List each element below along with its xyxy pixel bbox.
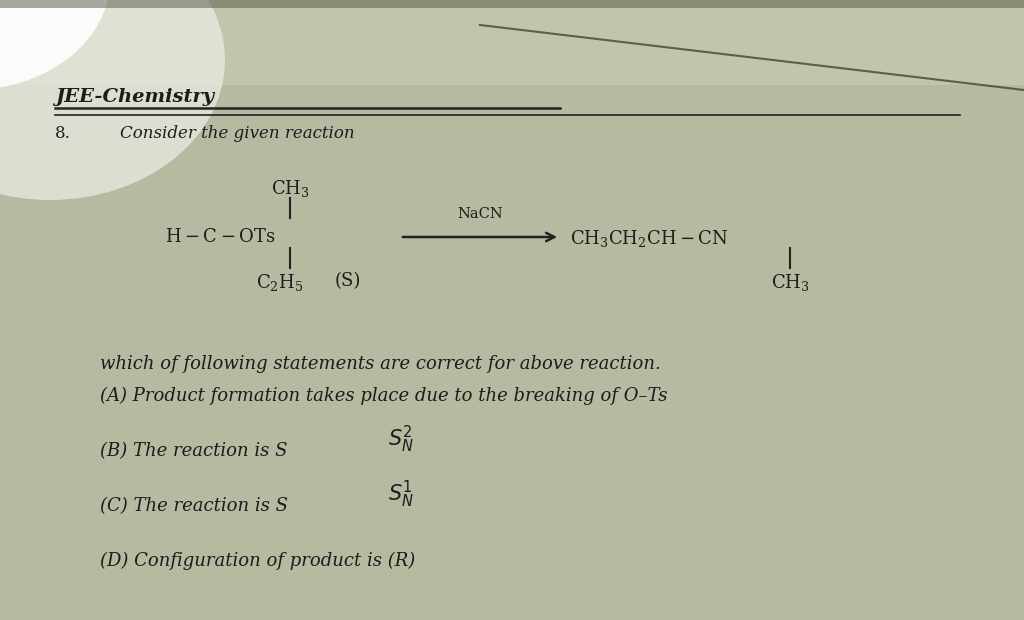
Text: $\mathregular{C_2H_5}$: $\mathregular{C_2H_5}$ xyxy=(256,272,304,293)
Bar xyxy=(0,0,1024,85)
Text: which of following statements are correct for above reaction.: which of following statements are correc… xyxy=(100,355,660,373)
Ellipse shape xyxy=(0,0,110,90)
Text: $\mathregular{CH_3}$: $\mathregular{CH_3}$ xyxy=(771,272,809,293)
Text: $S_{N}^{1}$: $S_{N}^{1}$ xyxy=(388,479,414,510)
Text: NaCN: NaCN xyxy=(457,207,503,221)
Text: JEE-Chemistry: JEE-Chemistry xyxy=(55,88,214,106)
Text: (B) The reaction is S: (B) The reaction is S xyxy=(100,442,288,460)
Ellipse shape xyxy=(0,0,225,200)
Bar xyxy=(0,0,1024,8)
Text: 8.: 8. xyxy=(55,125,71,142)
Text: (A) Product formation takes place due to the breaking of O–Ts: (A) Product formation takes place due to… xyxy=(100,387,668,405)
Text: (C) The reaction is S: (C) The reaction is S xyxy=(100,497,288,515)
Text: $\mathregular{H-C-OTs}$: $\mathregular{H-C-OTs}$ xyxy=(165,228,275,246)
Text: Consider the given reaction: Consider the given reaction xyxy=(120,125,354,142)
Text: (D) Configuration of product is (R): (D) Configuration of product is (R) xyxy=(100,552,416,570)
Text: $S_{N}^{2}$: $S_{N}^{2}$ xyxy=(388,423,414,455)
Text: (S): (S) xyxy=(335,272,361,290)
Text: $\mathregular{CH_3CH_2CH-CN}$: $\mathregular{CH_3CH_2CH-CN}$ xyxy=(570,228,729,249)
Text: $\mathregular{CH_3}$: $\mathregular{CH_3}$ xyxy=(270,178,309,199)
